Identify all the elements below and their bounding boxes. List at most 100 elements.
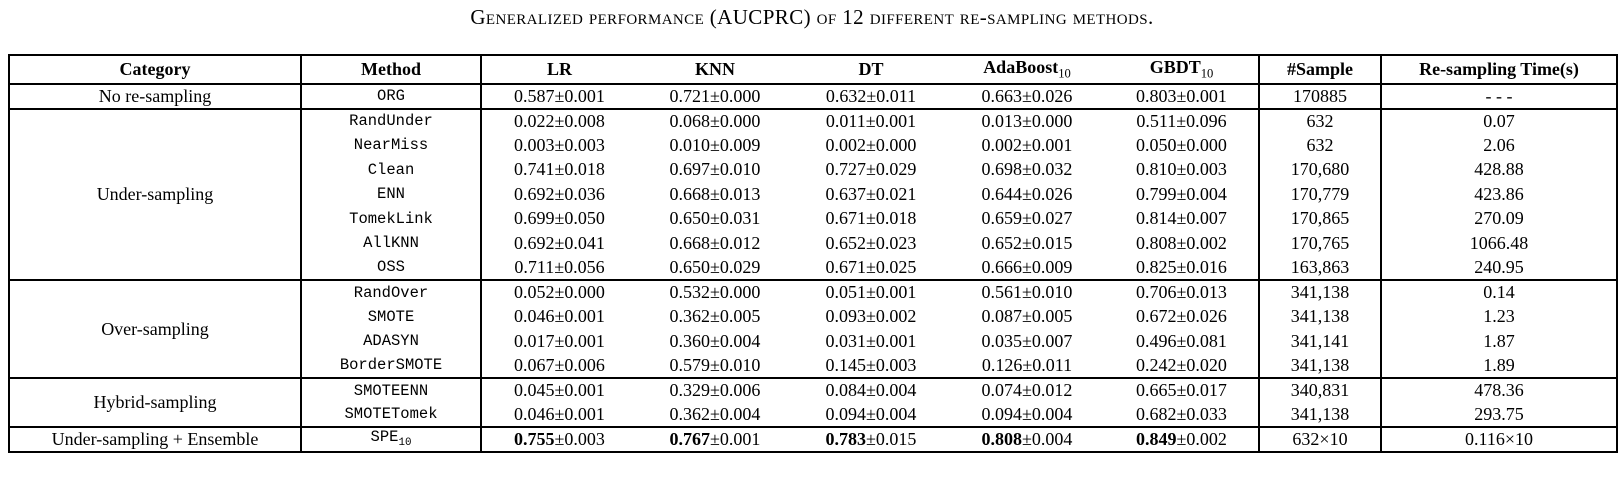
value-cell: 0.013±0.000 [981, 110, 1073, 131]
sample-count-cell: 632 [1259, 133, 1382, 158]
table-caption: Generalized performance (AUCPRC) of 12 d… [470, 5, 1154, 29]
value-cell: 0.050±0.000 [1105, 133, 1260, 158]
value-cell: 0.011±0.001 [825, 110, 917, 131]
sample-count-cell: 170,865 [1259, 206, 1382, 231]
results-table: Category Method LR KNN DT AdaBoost10 GBD… [8, 54, 1618, 453]
value-cell: 0.706±0.013 [1105, 280, 1260, 305]
method-cell: BorderSMOTE [301, 353, 482, 378]
method-cell: SPE10 [301, 427, 482, 452]
value-cell: 0.671±0.025 [825, 256, 917, 277]
table-row: Under-sampling RandUnder 0.022±0.008 0.068±… [9, 108, 1617, 280]
method-name: NearMiss [353, 136, 429, 155]
col-header-adaboost-label: AdaBoost [983, 57, 1059, 78]
col-header-method: Method [301, 55, 482, 84]
resampling-time-cell: 428.88 [1474, 159, 1524, 180]
col-header-gbdt: GBDT10 [1105, 55, 1260, 84]
value-cell: 0.698±0.032 [981, 159, 1073, 180]
value-cell: 0.682±0.033 [1105, 402, 1260, 427]
sample-count-cell: 341,138 [1259, 402, 1382, 427]
table-row: ADASYN 0.017±0.001 0.360±0.004 0.031±0.001 0… [9, 329, 1617, 354]
method-cell: RandOver [301, 280, 482, 305]
section-over-sampling: Over-sampling RandOver 0.052±0.000 0.532±0.… [9, 280, 1617, 378]
value-cell: 0.362±0.004 [669, 403, 761, 424]
value-cell: 0.825±0.016 [1105, 255, 1260, 280]
value-cell: 0.561±0.010 [981, 282, 1073, 303]
sample-count-cell: 632 [1259, 108, 1382, 133]
col-header-lr: LR [546, 59, 572, 79]
value-cell: 0.665±0.017 [1105, 378, 1260, 403]
paper-page: Generalized performance (AUCPRC) of 12 d… [8, 5, 1618, 453]
sample-count-cell: 163,863 [1259, 255, 1382, 280]
resampling-time-cell: 478.36 [1474, 380, 1524, 401]
value-cell: 0.721±0.000 [669, 85, 761, 106]
method-cell: ORG [301, 84, 482, 109]
method-cell: SMOTEENN [301, 378, 482, 403]
method-name: SPE [370, 428, 399, 447]
value-cell: 0.659±0.027 [981, 208, 1073, 229]
value-cell: 0.632±0.011 [825, 85, 917, 106]
col-header-dt: DT [858, 59, 884, 79]
method-name: OSS [377, 258, 405, 277]
value-cell: 0.650±0.031 [669, 208, 761, 229]
table-row: NearMiss 0.003±0.003 0.010±0.009 0.002±0.00… [9, 133, 1617, 158]
col-header-category: Category [9, 55, 302, 84]
method-name: RandUnder [349, 112, 433, 131]
value-cell: 0.532±0.000 [669, 282, 761, 303]
sample-count-cell: 341,138 [1259, 353, 1382, 378]
value-cell: 0.727±0.029 [825, 159, 917, 180]
method-name: AllKNN [363, 234, 419, 253]
value-cell: 0.672±0.026 [1105, 304, 1260, 329]
method-name: BorderSMOTE [339, 356, 443, 375]
table-row: ENN 0.692±0.036 0.668±0.013 0.637±0.021 0.64… [9, 182, 1617, 207]
value-cell: 0.652±0.023 [825, 232, 917, 253]
value-cell: 0.035±0.007 [981, 330, 1073, 351]
value-cell: 0.783±0.015 [825, 428, 917, 449]
value-cell: 0.045±0.001 [514, 380, 605, 401]
col-header-gbdt-subscript: 10 [1200, 66, 1214, 81]
category-cell: Under-sampling + Ensemble [9, 427, 302, 452]
value-cell: 0.668±0.013 [669, 183, 761, 204]
resampling-time-cell: 2.06 [1483, 134, 1515, 155]
resampling-time-cell: 1.87 [1483, 330, 1515, 351]
value-cell: 0.360±0.004 [669, 330, 761, 351]
value-cell: 0.637±0.021 [825, 183, 917, 204]
method-name: SMOTEENN [353, 381, 429, 400]
table-row: TomekLink 0.699±0.050 0.650±0.031 0.671±0.0… [9, 206, 1617, 231]
value-cell: 0.093±0.002 [825, 306, 917, 327]
sample-count-cell: 170,680 [1259, 157, 1382, 182]
resampling-time-cell: 1.89 [1483, 354, 1515, 375]
method-cell: SMOTE [301, 304, 482, 329]
resampling-time-cell: 1066.48 [1469, 232, 1529, 253]
value-cell: 0.010±0.009 [669, 134, 761, 155]
value-cell: 0.644±0.026 [981, 183, 1073, 204]
method-cell: Clean [301, 157, 482, 182]
value-cell: 0.799±0.004 [1105, 182, 1260, 207]
value-cell: 0.579±0.010 [669, 354, 761, 375]
resampling-time-cell: - - - [1485, 85, 1513, 106]
value-cell: 0.808±0.002 [1105, 231, 1260, 256]
resampling-time-cell: 0.116×10 [1465, 428, 1533, 449]
resampling-time-cell: 293.75 [1474, 403, 1524, 424]
header-row: Category Method LR KNN DT AdaBoost10 GBD… [9, 55, 1617, 84]
value-cell: 0.663±0.026 [981, 85, 1073, 106]
resampling-time-cell: 1.23 [1483, 306, 1515, 327]
resampling-time-cell: 240.95 [1474, 256, 1524, 277]
resampling-time-cell: 270.09 [1474, 208, 1524, 229]
method-cell: NearMiss [301, 133, 482, 158]
method-name: RandOver [353, 283, 429, 302]
value-cell: 0.511±0.096 [1105, 108, 1260, 133]
value-cell: 0.767±0.001 [669, 428, 761, 449]
value-cell: 0.666±0.009 [981, 256, 1073, 277]
value-cell: 0.051±0.001 [825, 282, 917, 303]
value-cell: 0.094±0.004 [825, 403, 917, 424]
sample-count-cell: 170,779 [1259, 182, 1382, 207]
resampling-time-cell: 0.14 [1483, 282, 1515, 303]
table-row: Clean 0.741±0.018 0.697±0.010 0.727±0.029 0.… [9, 157, 1617, 182]
value-cell: 0.652±0.015 [981, 232, 1073, 253]
category-cell: Hybrid-sampling [9, 378, 302, 427]
section-no-re-sampling: No re-sampling ORG 0.587±0.001 0.721±0.000 0… [9, 84, 1617, 109]
method-name: ENN [377, 185, 405, 204]
value-cell: 0.002±0.001 [981, 134, 1073, 155]
sample-count-cell: 632×10 [1259, 427, 1382, 452]
method-name: ORG [377, 87, 405, 106]
